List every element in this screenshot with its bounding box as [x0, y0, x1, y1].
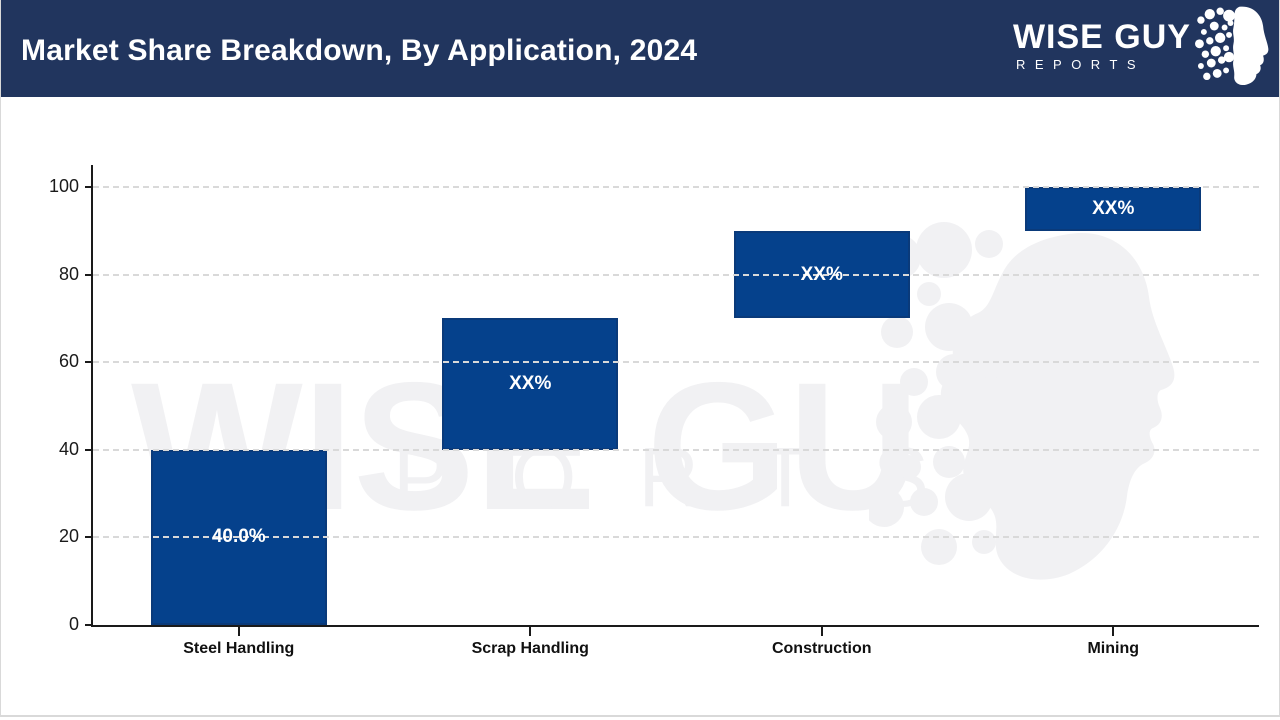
ytick-mark-20 [85, 536, 93, 539]
gridline-100 [93, 185, 1259, 188]
ytick-mark-0 [85, 624, 93, 626]
ytick-mark-100 [85, 185, 93, 188]
xaxis-label-construction: Construction [771, 640, 872, 657]
chart-title: Market Share Breakdown, By Application, … [21, 33, 698, 67]
ytick-mark-40 [85, 448, 93, 451]
gridline-80 [93, 273, 1259, 276]
xaxis-label-steel-handling: Steel Handling [183, 640, 295, 657]
xtick-mark-steel-handling [237, 627, 240, 636]
ytick-label-80: 80 [58, 263, 79, 284]
ytick-label-40: 40 [58, 438, 79, 459]
brand-logo: WISE GUY REPORTS [1013, 4, 1269, 88]
xtick-mark-construction [820, 627, 823, 636]
bar-mining: XX% [1025, 186, 1202, 231]
xaxis-label-scrap-handling: Scrap Handling [471, 640, 589, 657]
plot-area: 40.0% Steel Handling XX% Scrap Handling XX% C… [49, 165, 1259, 657]
brand-name: WISE GUY [1012, 18, 1191, 56]
bar-label-scrap-handling: XX% [509, 373, 552, 395]
header-bar: Market Share Breakdown, By Application, … [1, 0, 1279, 97]
gridline-40 [93, 448, 1259, 451]
ytick-label-20: 20 [58, 526, 79, 547]
xtick-mark-scrap-handling [529, 627, 532, 636]
bar-label-steel-handling: 40.0% [211, 526, 266, 548]
ytick-mark-80 [85, 273, 93, 276]
brand-subtitle: REPORTS [1015, 57, 1146, 72]
bar-label-construction: XX% [800, 263, 843, 285]
gridline-60 [93, 361, 1259, 364]
brand-text: WISE GUY REPORTS [1013, 20, 1191, 72]
ytick-mark-60 [85, 361, 93, 364]
bar-scrap-handling: XX% [442, 318, 619, 450]
gridline-20 [93, 536, 1259, 539]
brand-head-icon [1195, 6, 1269, 86]
ytick-label-100: 100 [48, 175, 79, 196]
ytick-label-0: 0 [68, 614, 79, 635]
bar-label-mining: XX% [1092, 197, 1135, 219]
xaxis-label-mining: Mining [1087, 640, 1140, 657]
ytick-label-60: 60 [58, 351, 79, 372]
xtick-mark-mining [1112, 627, 1115, 636]
